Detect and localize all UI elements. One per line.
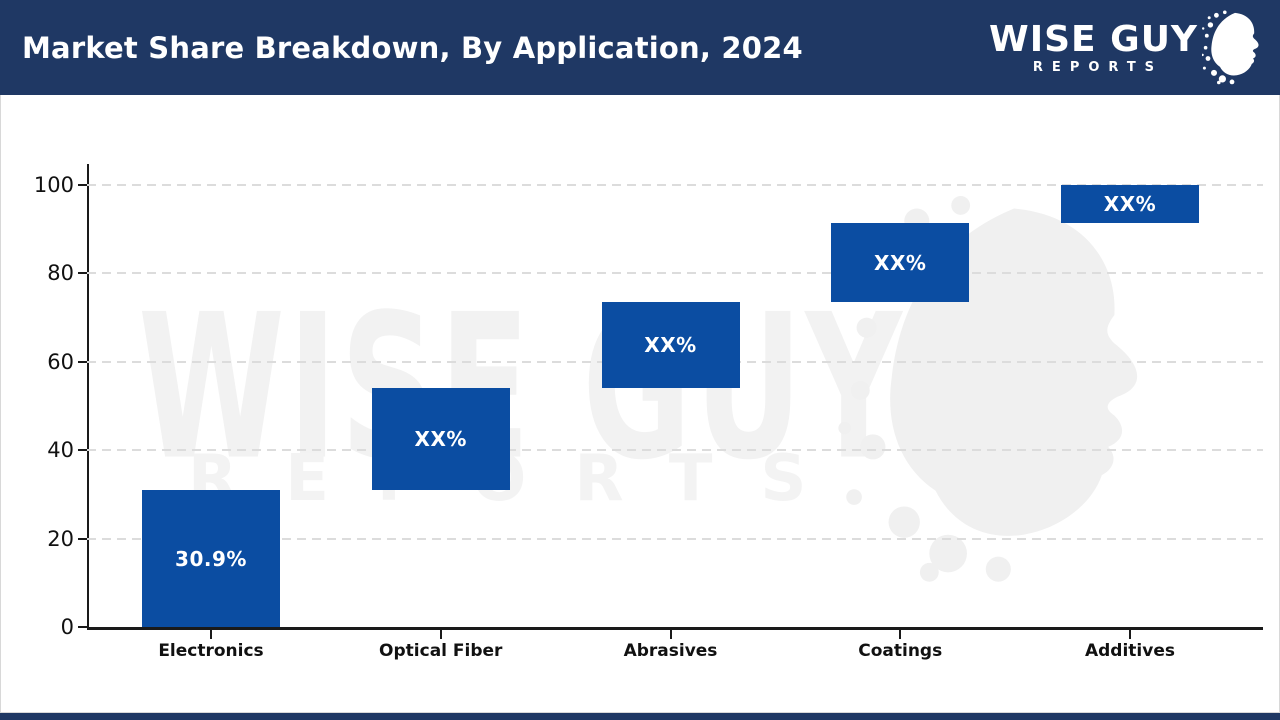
y-tick-label: 20 <box>47 526 74 551</box>
bar-value-label: XX% <box>874 250 927 275</box>
y-tick-20 <box>78 537 87 540</box>
x-axis-label: Abrasives <box>623 641 718 661</box>
y-tick-label: 40 <box>47 438 74 462</box>
gridline-40 <box>87 449 1263 451</box>
logo-wordmark-block: WISE GUY REPORTS <box>989 21 1198 75</box>
waterfall-bar: XX% <box>601 302 740 388</box>
gridline-80 <box>87 272 1263 274</box>
page-title: Market Share Breakdown, By Application, … <box>22 30 803 65</box>
x-axis-label: Electronics <box>158 641 264 661</box>
waterfall-bar: XX% <box>1061 184 1199 224</box>
bar-value-label: XX% <box>1103 191 1157 216</box>
bar-value-label: XX% <box>414 426 467 451</box>
x-tick <box>1129 630 1131 639</box>
y-tick-0 <box>78 626 87 628</box>
x-tick <box>439 630 442 639</box>
logo-wordmark: WISE GUY <box>988 19 1198 61</box>
gridline-20 <box>87 537 1263 540</box>
y-tick-40 <box>78 449 87 451</box>
y-tick-label: 80 <box>47 261 74 285</box>
y-tick-label: 0 <box>60 615 74 639</box>
x-axis-label: Optical Fiber <box>379 641 503 661</box>
bar-value-label: XX% <box>644 332 697 357</box>
x-axis-line <box>87 627 1263 630</box>
gridline-100 <box>87 183 1263 186</box>
y-tick-label: 100 <box>33 172 74 197</box>
footer-bar <box>0 713 1280 720</box>
waterfall-bar: XX% <box>371 387 510 491</box>
y-tick-80 <box>78 272 87 274</box>
footer-hairline <box>0 712 1280 713</box>
x-axis-label: Additives <box>1084 641 1175 661</box>
y-tick-60 <box>78 360 87 363</box>
y-tick-100 <box>78 183 87 186</box>
bar-value-label: 30.9% <box>175 546 247 571</box>
waterfall-bar: XX% <box>831 223 970 303</box>
x-axis-label: Coatings <box>858 641 943 661</box>
waterfall-bar: 30.9% <box>142 490 280 627</box>
y-axis-line <box>87 164 89 630</box>
x-tick <box>899 630 902 639</box>
y-tick-label: 60 <box>47 349 74 374</box>
header-bar: Market Share Breakdown, By Application, … <box>0 0 1280 95</box>
x-tick <box>210 630 212 639</box>
brand-logo: WISE GUY REPORTS <box>989 4 1268 92</box>
x-tick <box>669 630 672 639</box>
logo-reports: REPORTS <box>1032 59 1164 75</box>
